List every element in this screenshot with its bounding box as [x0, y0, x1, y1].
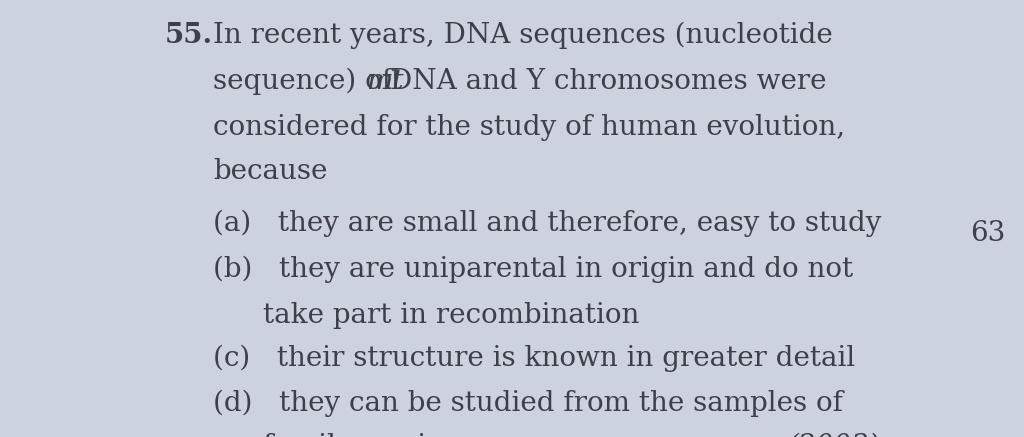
- Text: DNA and Y chromosomes were: DNA and Y chromosomes were: [390, 68, 826, 95]
- Text: (2003): (2003): [787, 433, 880, 437]
- Text: sequence) of: sequence) of: [213, 68, 401, 95]
- Text: (a)   they are small and therefore, easy to study: (a) they are small and therefore, easy t…: [213, 210, 882, 237]
- Text: take part in recombination: take part in recombination: [263, 302, 639, 329]
- Text: (c)   their structure is known in greater detail: (c) their structure is known in greater …: [213, 345, 855, 372]
- Text: because: because: [213, 158, 328, 185]
- Text: mt: mt: [367, 68, 403, 95]
- Text: (d)   they can be studied from the samples of: (d) they can be studied from the samples…: [213, 390, 843, 417]
- Text: fossil remains.: fossil remains.: [263, 433, 467, 437]
- Text: 63: 63: [970, 220, 1005, 247]
- Text: considered for the study of human evolution,: considered for the study of human evolut…: [213, 114, 845, 141]
- Text: (b)   they are uniparental in origin and do not: (b) they are uniparental in origin and d…: [213, 256, 853, 283]
- Text: 55.: 55.: [165, 22, 213, 49]
- Text: In recent years, DNA sequences (nucleotide: In recent years, DNA sequences (nucleoti…: [213, 22, 833, 49]
